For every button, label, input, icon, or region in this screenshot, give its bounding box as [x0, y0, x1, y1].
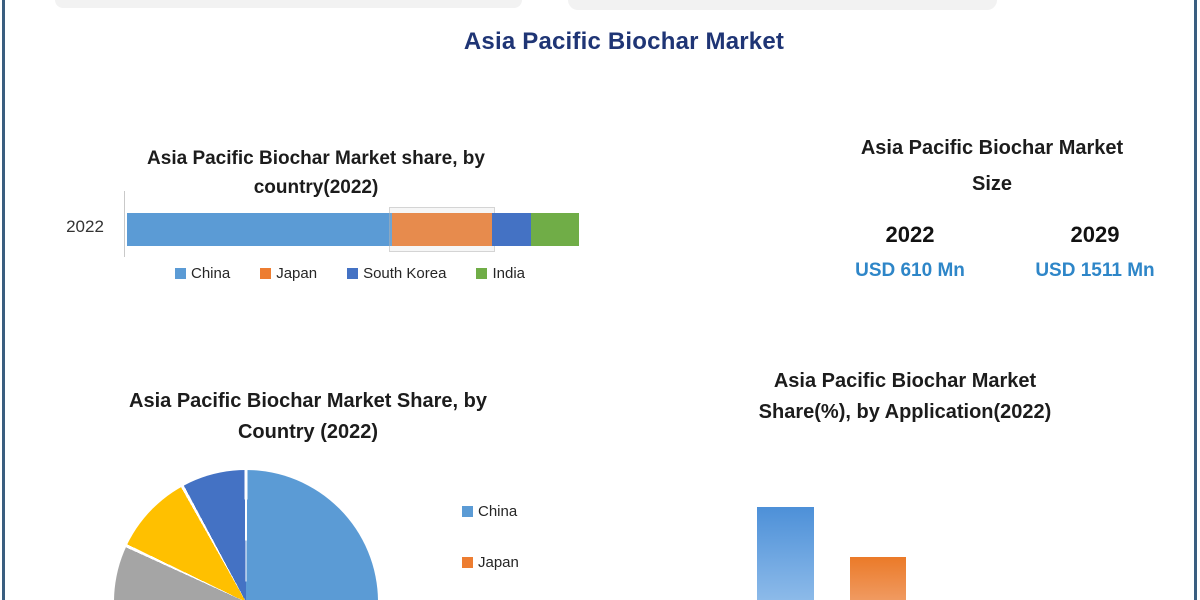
pie-chart-title-line1: Asia Pacific Biochar Market Share, by [129, 390, 487, 412]
application-bar-chart-title-line1: Asia Pacific Biochar Market [773, 370, 1037, 392]
legend-swatch-japan [260, 268, 272, 279]
market-size-year-2029: 2029 [1070, 222, 1120, 247]
market-size-title: Asia Pacific Biochar Market Size [812, 130, 1172, 202]
pie-chart [114, 470, 378, 600]
legend-item-japan: Japan [260, 265, 317, 282]
market-size-title-line1: Asia Pacific Biochar Market [860, 137, 1124, 159]
stacked-bar-category-label: 2022 [66, 217, 104, 236]
pie-chart-legend: China Japan [462, 503, 519, 600]
application-bar-chart-title-line2: Share(%), by Application(2022) [758, 401, 1052, 423]
legend-item-china: China [462, 503, 519, 520]
market-size-title-line2: Size [971, 173, 1013, 195]
legend-item-south-korea: South Korea [347, 265, 446, 282]
legend-label: Japan [478, 554, 519, 571]
market-size-year-2022: 2022 [885, 222, 935, 247]
market-size-col-2022: 2022 USD 610 Mn [815, 222, 1005, 282]
stacked-bar-y-axis-line [124, 191, 125, 257]
pie-chart-title: Asia Pacific Biochar Market Share, by Co… [108, 386, 508, 448]
market-size-value-2022: USD 610 Mn [855, 260, 965, 281]
bar-segment-india [531, 213, 579, 246]
legend-swatch-south-korea [347, 268, 359, 279]
legend-label: China [478, 503, 518, 520]
pie-chart-title-line2: Country (2022) [237, 421, 379, 443]
right-border-line [1194, 0, 1197, 600]
market-size-col-2029: 2029 USD 1511 Mn [1000, 222, 1190, 282]
stacked-bar-legend: China Japan South Korea India [110, 265, 590, 282]
market-size-value-2029: USD 1511 Mn [1035, 260, 1155, 281]
stacked-bar-chart-title: Asia Pacific Biochar Market share, by co… [116, 144, 516, 202]
bar-segment-japan [388, 207, 495, 252]
top-card-remnant-left [55, 0, 522, 8]
legend-swatch-india [476, 268, 488, 279]
application-bar-chart-title: Asia Pacific Biochar Market Share(%), by… [695, 366, 1115, 428]
bar-segment-south-korea [491, 213, 532, 246]
application-bar-1 [757, 507, 814, 600]
page-title: Asia Pacific Biochar Market [463, 28, 785, 55]
top-card-remnant-right [568, 0, 997, 10]
legend-label: India [492, 265, 525, 282]
legend-label: South Korea [363, 265, 447, 282]
stacked-bar-chart-title-line1: Asia Pacific Biochar Market share, by [147, 148, 485, 169]
application-bar-2 [850, 557, 906, 600]
legend-item-japan: Japan [462, 554, 519, 571]
legend-swatch-china [174, 268, 186, 279]
left-border-line [2, 0, 5, 600]
legend-item-china: China [174, 265, 231, 282]
legend-swatch-china [462, 506, 473, 517]
stacked-bar-chart-title-line2: country(2022) [253, 177, 379, 198]
stacked-bar [127, 207, 579, 252]
legend-item-india: India [476, 265, 525, 282]
legend-swatch-japan [462, 557, 473, 568]
legend-label: China [190, 265, 231, 282]
bar-segment-china [127, 213, 392, 246]
legend-label: Japan [276, 265, 318, 282]
